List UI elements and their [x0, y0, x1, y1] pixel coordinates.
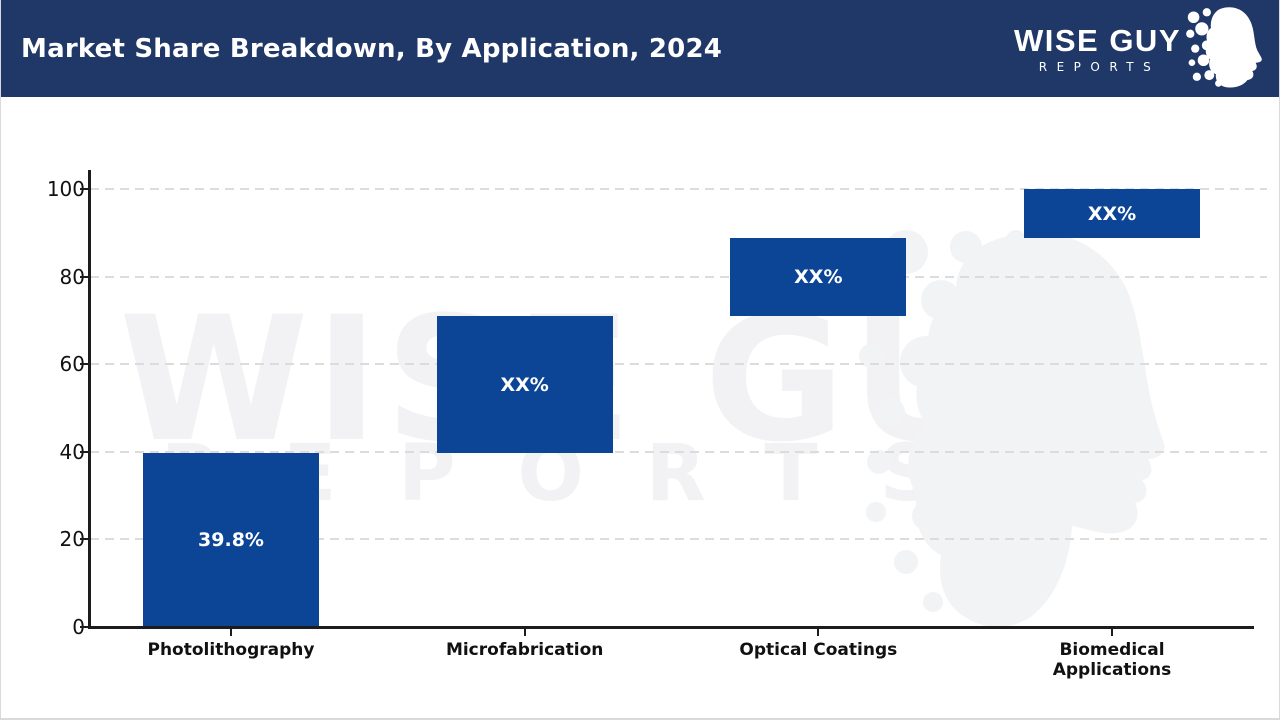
watermark-face-icon — [856, 217, 1276, 720]
y-tick-label-60: 60 — [59, 352, 85, 377]
x-tick-label-biomedical-applications: Biomedical Applications — [1052, 640, 1172, 681]
bar-microfabrication: XX% — [436, 316, 613, 453]
y-tick-mark-60 — [80, 363, 88, 366]
gridline-40 — [90, 450, 1267, 453]
y-tick-mark-40 — [80, 450, 88, 453]
bar-photolithography: 39.8% — [143, 452, 319, 627]
y-tick-label-80: 80 — [59, 264, 85, 289]
bar-value-label: XX% — [794, 266, 843, 289]
y-tick-label-0: 0 — [72, 615, 85, 639]
brand-logo-text: WISE GUY REPORTS — [1014, 25, 1181, 73]
gridline-20 — [90, 538, 1267, 541]
y-tick-mark-80 — [80, 275, 88, 278]
x-tick-mark-3 — [1111, 629, 1113, 636]
x-tick-label-optical-coatings: Optical Coatings — [739, 640, 898, 660]
y-tick-mark-100 — [80, 188, 88, 190]
y-tick-mark-20 — [80, 538, 88, 541]
bar-value-label: 39.8% — [198, 528, 264, 551]
x-axis-line — [88, 626, 1254, 629]
gridline-80 — [90, 275, 1267, 278]
y-tick-label-100: 100 — [46, 177, 85, 201]
bar-value-label: XX% — [1087, 202, 1137, 225]
brand-logo: WISE GUY REPORTS — [1014, 4, 1267, 94]
brand-name: WISE GUY — [1013, 22, 1181, 58]
bar-value-label: XX% — [500, 373, 549, 396]
gridline-60 — [90, 363, 1267, 366]
bar-optical-coatings: XX% — [730, 238, 907, 317]
x-tick-mark-0 — [230, 629, 232, 636]
header-band: Market Share Breakdown, By Application, … — [1, 0, 1279, 97]
y-tick-mark-0 — [80, 626, 88, 628]
x-tick-label-photolithography: Photolithography — [147, 640, 315, 660]
brand-face-icon — [1183, 4, 1267, 94]
y-tick-label-20: 20 — [59, 527, 85, 552]
x-tick-mark-2 — [817, 629, 820, 636]
page-title: Market Share Breakdown, By Application, … — [21, 33, 723, 64]
brand-subname: REPORTS — [1038, 59, 1161, 74]
x-tick-mark-1 — [523, 629, 526, 636]
y-axis-line — [88, 170, 91, 629]
y-tick-label-40: 40 — [59, 439, 85, 464]
bar-biomedical-applications: XX% — [1024, 189, 1200, 239]
x-tick-label-microfabrication: Microfabrication — [445, 640, 604, 660]
chart-area: WISE GUY REPORTS 0 20 40 60 80 100 39.8% XX% XX… — [1, 97, 1279, 720]
gridline-100 — [90, 188, 1267, 190]
